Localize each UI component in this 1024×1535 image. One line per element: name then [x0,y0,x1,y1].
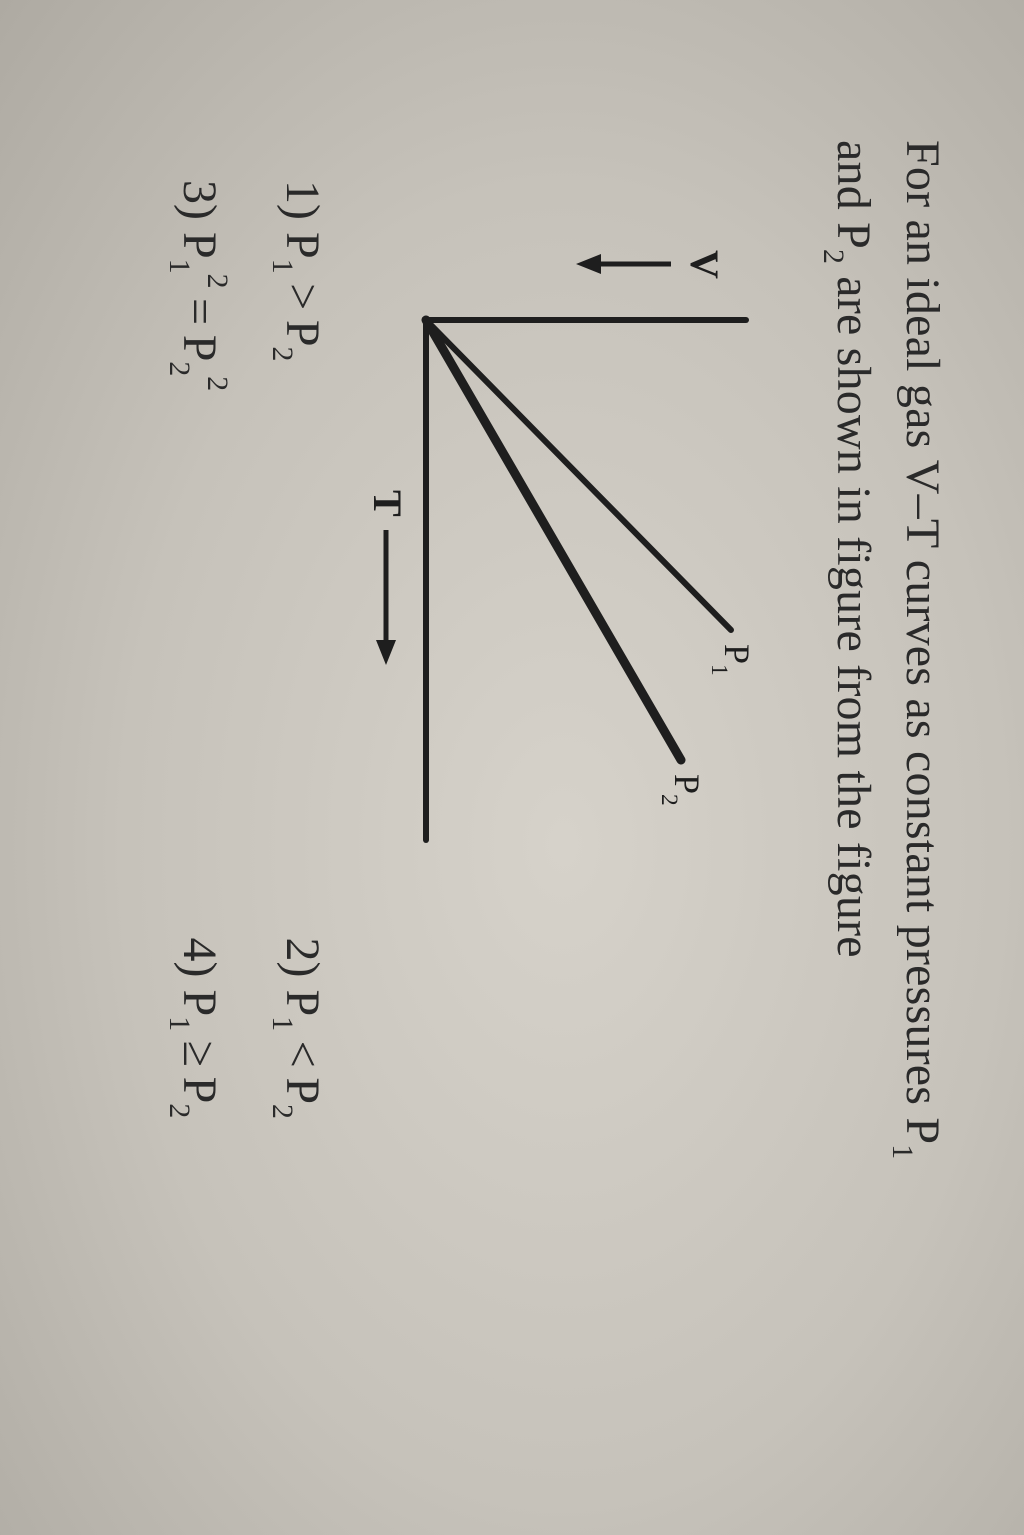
vt-graph-svg: P1 P2 V T [366,200,786,880]
option-num: 1) [276,180,329,220]
question-text: For an ideal gas V–T curves as constant … [816,140,954,1475]
option-num: 2) [276,938,329,978]
option-num: 4) [173,938,226,978]
option-1: 1) P1 > P2 [269,180,331,718]
isobar-label-2: P2 [656,774,707,806]
q-line1-prefix: For an ideal gas V–T curves as constant … [896,140,949,1144]
option-4: 4) P1 ≥ P2 [165,938,227,1476]
options: 1) P1 > P2 2) P1 < P2 3) P12 = P22 4) P1 ≥ … [165,180,330,1475]
isobar-label-1: P1 [706,644,757,676]
y-arrow-head [576,254,601,274]
q-line2-prefix: and P [827,140,880,249]
page-content: For an ideal gas V–T curves as constant … [0,0,1024,1535]
option-3: 3) P12 = P22 [165,180,227,718]
y-axis-label: V [682,250,727,279]
q-line2-suffix: are shown in figure from the figure [827,264,880,958]
q-line1-sub: 1 [886,1144,919,1159]
option-num: 3) [173,180,226,220]
option-2: 2) P1 < P2 [269,938,331,1476]
q-line2-sub: 2 [817,249,850,264]
vt-graph: P1 P2 V T [366,200,786,880]
x-arrow-head [376,640,396,665]
x-axis-label: T [366,490,410,517]
